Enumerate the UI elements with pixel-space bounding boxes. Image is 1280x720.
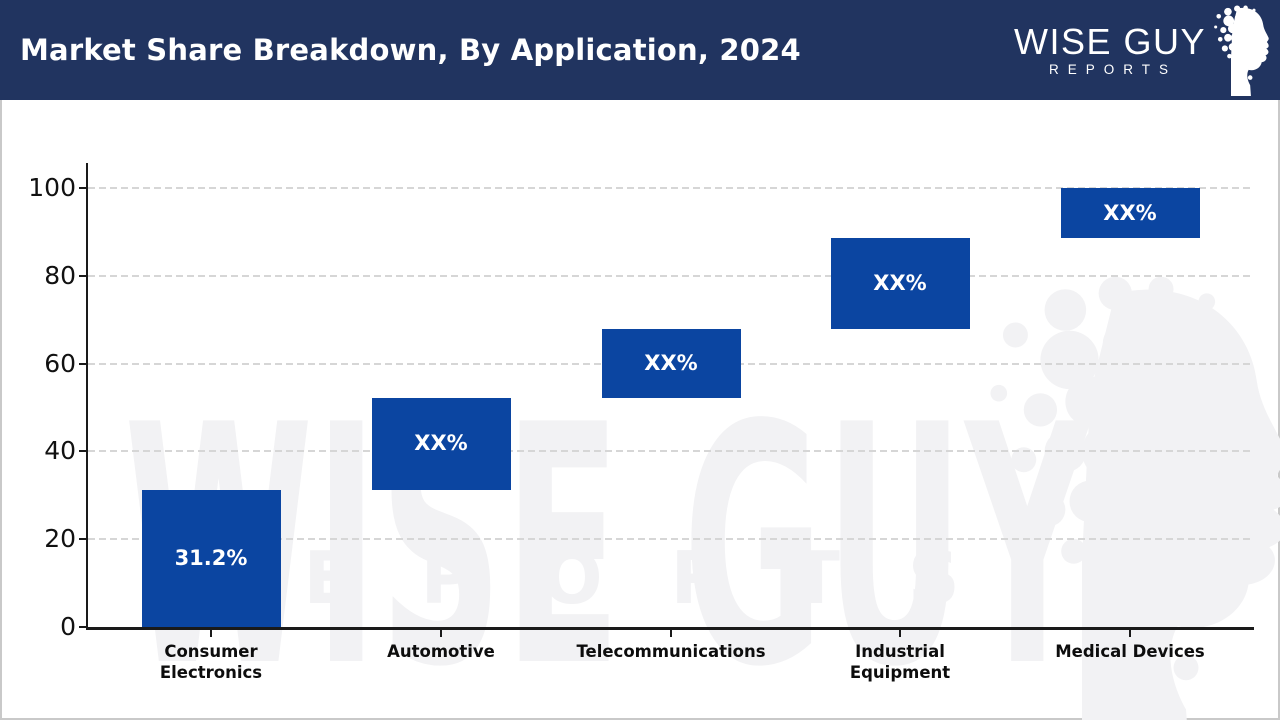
logo-wordmark: WISE GUY REPORTS <box>1013 20 1206 78</box>
logo-brand-name: WISE GUY <box>1013 20 1206 62</box>
y-tick-label: 40 <box>44 436 76 466</box>
bar-value-label: XX% <box>873 270 927 295</box>
header-bar: Market Share Breakdown, By Application, … <box>0 0 1280 100</box>
x-tick-4 <box>899 629 901 637</box>
bar-value-label: XX% <box>1103 200 1157 225</box>
gridline-y-40 <box>88 450 1253 453</box>
dotted-head-icon <box>1214 5 1269 96</box>
x-category-label-line: Telecommunications <box>576 642 766 661</box>
x-category-label: Automotive <box>325 641 557 662</box>
bar-telecommunications: XX% <box>601 328 741 398</box>
bar-consumer-electronics: 31.2% <box>141 490 281 627</box>
x-axis-line <box>86 627 1254 630</box>
x-category-label-line: Automotive <box>387 642 495 661</box>
y-tick-0 <box>79 626 87 628</box>
y-tick-100 <box>79 187 87 189</box>
x-category-label-line: Consumer <box>164 642 258 661</box>
x-category-label-line: Electronics <box>159 663 263 682</box>
y-axis-line <box>86 163 88 629</box>
y-tick-20 <box>79 538 87 541</box>
y-tick-label: 20 <box>44 524 76 554</box>
y-tick-label: 60 <box>44 348 76 378</box>
x-tick-1 <box>210 629 212 637</box>
bar-value-label: XX% <box>414 431 468 456</box>
gridline-y-20 <box>88 538 1253 541</box>
bar-value-label: 31.2% <box>174 546 248 570</box>
y-tick-label: 80 <box>44 260 76 290</box>
bar-industrial-equipment: XX% <box>830 238 970 329</box>
x-category-label: Medical Devices <box>1014 641 1246 662</box>
x-tick-5 <box>1129 629 1131 637</box>
x-category-label: Telecommunications <box>555 641 787 662</box>
bar-automotive: XX% <box>371 397 511 491</box>
y-tick-80 <box>79 274 87 277</box>
gridline-y-80 <box>88 274 1253 277</box>
y-tick-label: 0 <box>60 612 76 641</box>
bar-value-label: XX% <box>644 350 698 375</box>
y-tick-label: 100 <box>28 173 76 202</box>
x-category-label-line: Equipment <box>849 663 951 682</box>
y-tick-40 <box>79 450 87 453</box>
x-tick-3 <box>670 629 672 637</box>
x-tick-2 <box>440 629 442 637</box>
page-title: Market Share Breakdown, By Application, … <box>20 33 801 67</box>
bar-medical-devices: XX% <box>1060 188 1200 239</box>
x-category-label: Consumer Electronics <box>95 641 327 683</box>
wise-guy-logo: WISE GUY REPORTS <box>1014 0 1270 100</box>
logo-brand-subtitle: REPORTS <box>1048 62 1177 78</box>
y-tick-60 <box>79 362 87 365</box>
x-category-label-line: Industrial <box>855 642 945 661</box>
gridline-y-100 <box>88 187 1253 189</box>
x-category-label-line: Medical Devices <box>1055 642 1205 661</box>
x-category-label: Industrial Equipment <box>784 641 1016 683</box>
